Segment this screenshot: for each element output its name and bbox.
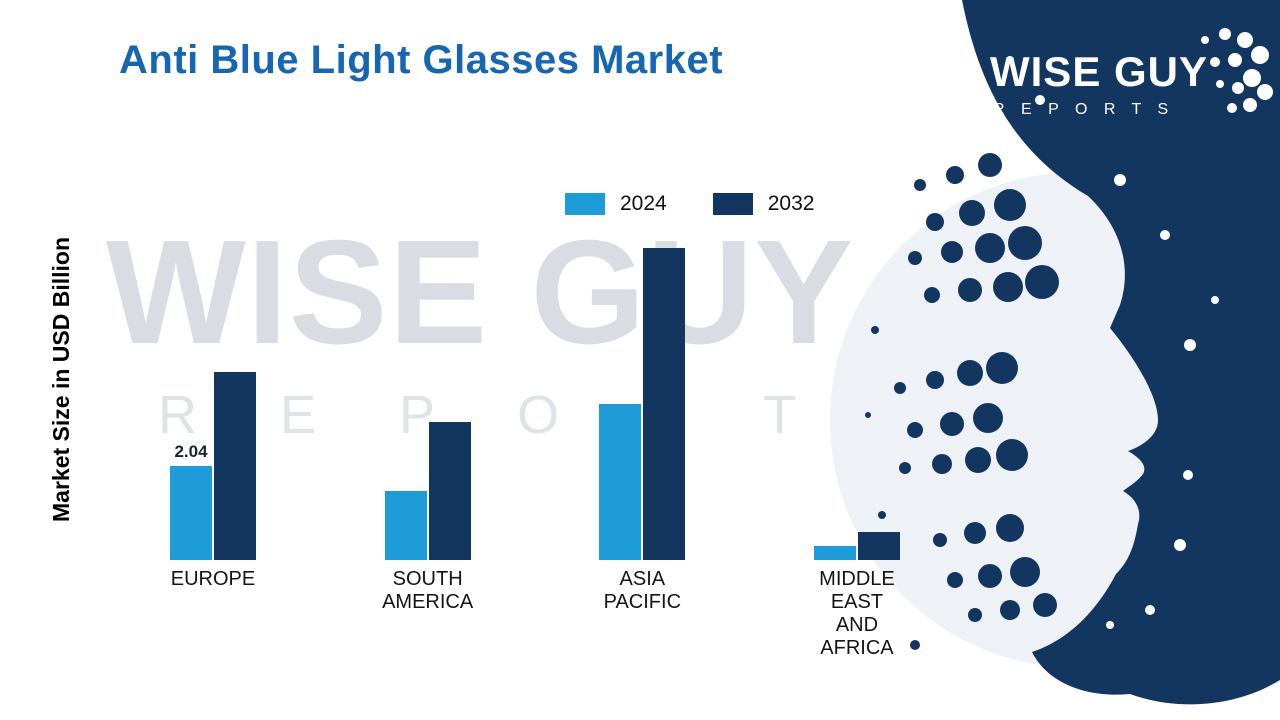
y-axis-label: Market Size in USD Billion	[48, 237, 74, 523]
category-label-3: MIDDLE EAST AND AFRICA	[819, 568, 895, 659]
chart-title: Anti Blue Light Glasses Market	[119, 38, 724, 82]
legend-swatch-2024	[565, 193, 605, 215]
bar-2024-0: 2.04	[170, 442, 212, 560]
legend-label-2024: 2024	[620, 192, 667, 215]
bar-group-1: SOUTH AMERICA	[382, 230, 473, 613]
bar-2032-2	[643, 248, 686, 560]
bar-2024-2	[599, 404, 642, 560]
bar-2032-3	[857, 532, 900, 560]
watermark-wordmark: WISE GUY	[106, 210, 855, 375]
bar-2024-3	[813, 546, 856, 560]
bar-group-2: ASIA PACIFIC	[599, 230, 686, 613]
legend-item-2032: 2032	[712, 192, 815, 216]
legend-item-2024: 2024	[565, 192, 667, 216]
watermark-subtext: R E P O R T S	[158, 385, 949, 445]
legend-swatch-2032	[712, 193, 753, 215]
bar-value-label: 2.04	[174, 442, 208, 461]
legend-label-2032: 2032	[767, 192, 815, 215]
bar-2024-1	[384, 491, 427, 560]
category-label-0: EUROPE	[170, 568, 256, 590]
category-label-2: ASIA PACIFIC	[603, 568, 682, 613]
bar-group-0: 2.04 EUROPE	[170, 230, 256, 590]
chart-legend: 2024 2032	[565, 192, 814, 216]
category-label-1: SOUTH AMERICA	[382, 568, 474, 613]
bar-2032-1	[428, 422, 471, 560]
bar-2032-0	[214, 372, 256, 560]
bar-group-3: MIDDLE EAST AND AFRICA	[813, 230, 900, 659]
plot-area: 2.04 EUROPE SOUTH AMERICA ASIA PACIFIC MIDDL…	[170, 230, 900, 659]
